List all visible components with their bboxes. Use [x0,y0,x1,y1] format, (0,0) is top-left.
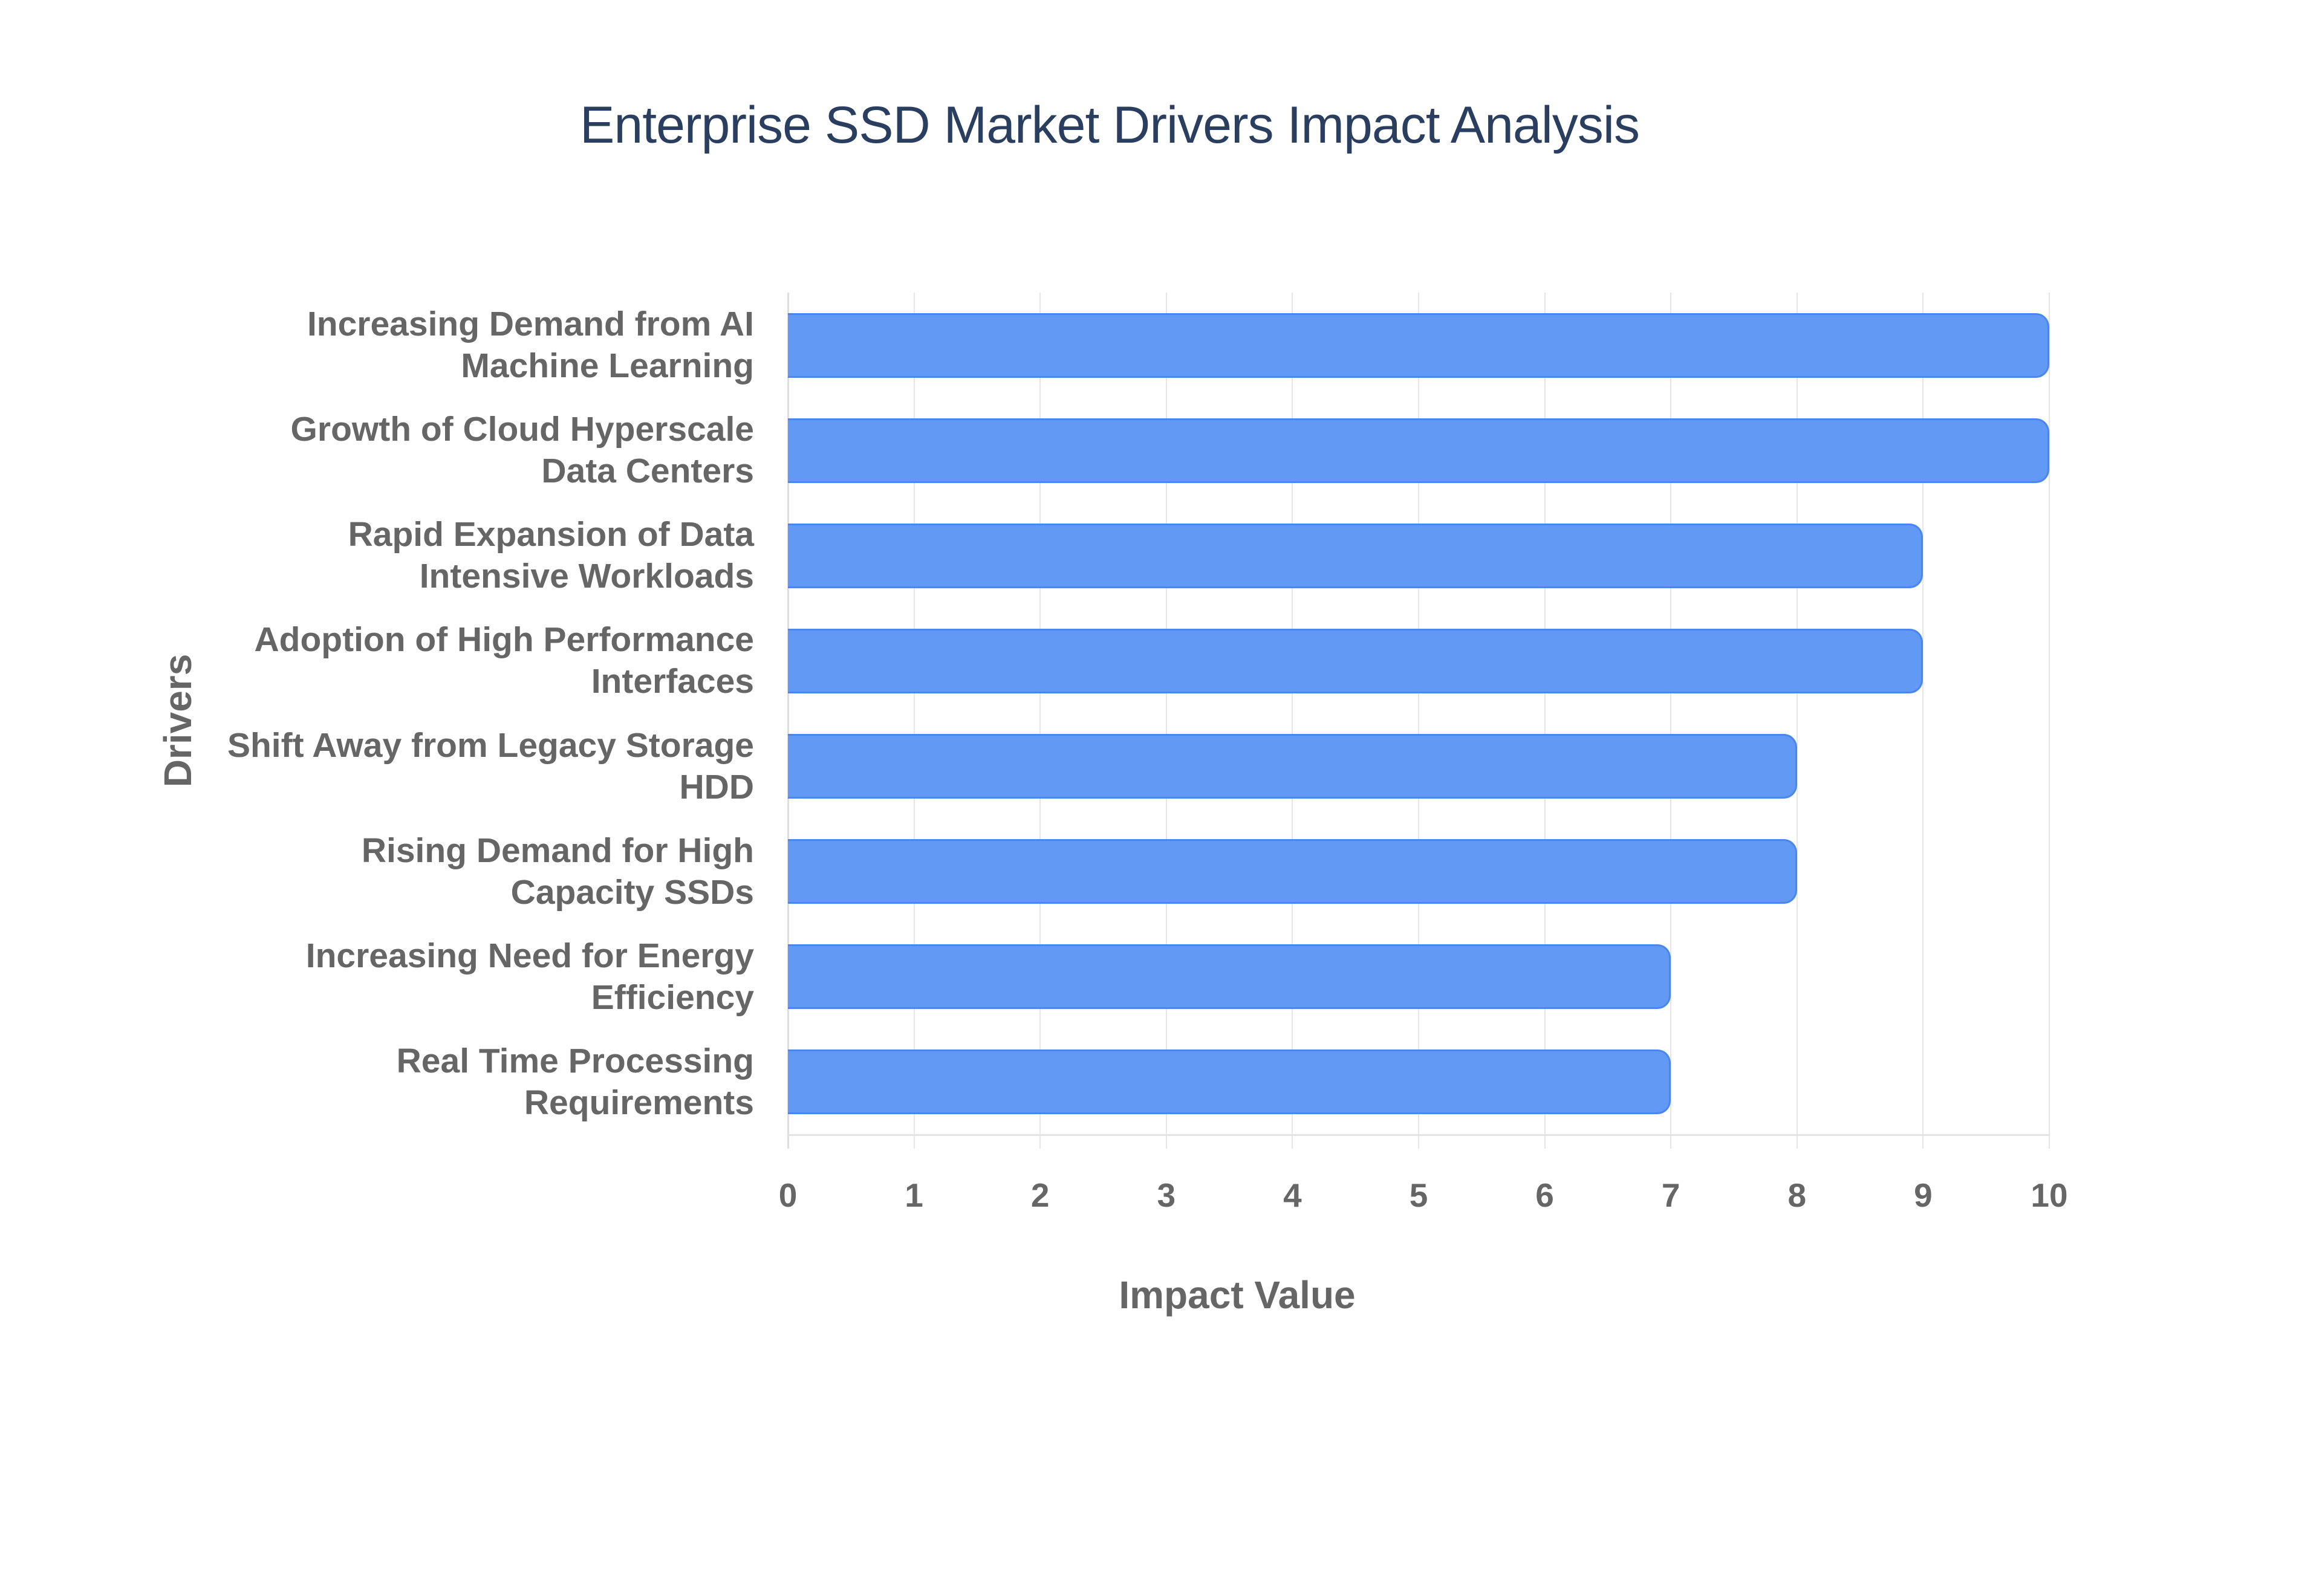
y-axis-label-line: Machine Learning [461,346,754,386]
x-axis-tick-label: 1 [905,1176,923,1214]
bar[interactable] [788,734,1797,799]
bar[interactable] [788,628,1924,693]
y-axis-label-line: Requirements [524,1083,754,1122]
bar[interactable] [788,944,1671,1010]
x-axis-line [788,1134,2050,1136]
y-axis-label: Growth of Cloud Hyperscale Data Centers [89,409,754,492]
bar[interactable] [788,1049,1671,1115]
y-axis-label: Rising Demand for High Capacity SSDs [89,830,754,913]
gridline [1544,293,1546,1149]
gridline [2049,293,2050,1149]
gridline [1165,293,1167,1149]
x-axis-tick-label: 7 [1661,1176,1680,1214]
plot-area [787,293,2050,1149]
x-axis-tick-label: 10 [2031,1176,2068,1214]
y-axis-label-line: Data Centers [541,452,754,491]
gridline [1922,293,1924,1149]
x-axis-tick-label: 9 [1914,1176,1933,1214]
y-axis-label: Adoption of High Performance Interfaces [89,619,755,702]
x-axis-tick-label: 6 [1535,1176,1554,1214]
y-axis-label: Increasing Need for Energy Efficiency [89,935,754,1019]
y-axis-label-line: Shift Away from Legacy Storage [227,725,754,765]
gridline [1292,293,1293,1149]
y-axis-label-line: Adoption of High Performance [254,620,755,660]
bar[interactable] [788,839,1797,904]
y-axis-label-line: Increasing Demand from AI [307,305,754,344]
gridline [1039,293,1041,1149]
y-axis-label: Real Time Processing Requirements [89,1040,754,1124]
y-axis-line [787,293,789,1149]
y-axis-label-line: Real Time Processing [396,1041,754,1080]
x-axis-tick-label: 5 [1409,1176,1428,1214]
bar[interactable] [788,418,2049,483]
x-axis-tick-label: 4 [1283,1176,1302,1214]
y-axis-label: Rapid Expansion of Data Intensive Workloa… [89,514,754,597]
y-axis-label-line: Growth of Cloud Hyperscale [290,410,754,449]
gridline [1418,293,1419,1149]
gridline [1670,293,1672,1149]
y-axis-label: Shift Away from Legacy Storage HDD [89,725,754,808]
y-axis-label: Increasing Demand from AI Machine Learnin… [89,303,754,387]
y-axis-label-line: Rising Demand for High [361,831,754,870]
x-axis-tick-label: 3 [1157,1176,1176,1214]
y-axis-label-line: Rapid Expansion of Data [348,515,754,554]
x-axis-tick-label: 0 [778,1176,798,1214]
bar[interactable] [788,313,2049,378]
y-axis-label-line: Interfaces [591,662,754,701]
y-axis-label-line: HDD [679,767,755,806]
y-axis-label-line: Capacity SSDs [510,872,754,912]
gridline [913,293,915,1149]
y-axis-label-line: Efficiency [591,978,754,1017]
x-axis-tick-label: 2 [1030,1176,1050,1214]
y-axis-label-line: Increasing Need for Energy [305,936,754,975]
gridline [1796,293,1798,1149]
chart-title: Enterprise SSD Market Drivers Impact Ana… [580,96,1640,154]
bar[interactable] [788,523,1924,588]
x-axis-title: Impact Value [1119,1273,1356,1317]
x-axis-tick-label: 8 [1787,1176,1807,1214]
y-axis-label-line: Intensive Workloads [419,557,754,596]
